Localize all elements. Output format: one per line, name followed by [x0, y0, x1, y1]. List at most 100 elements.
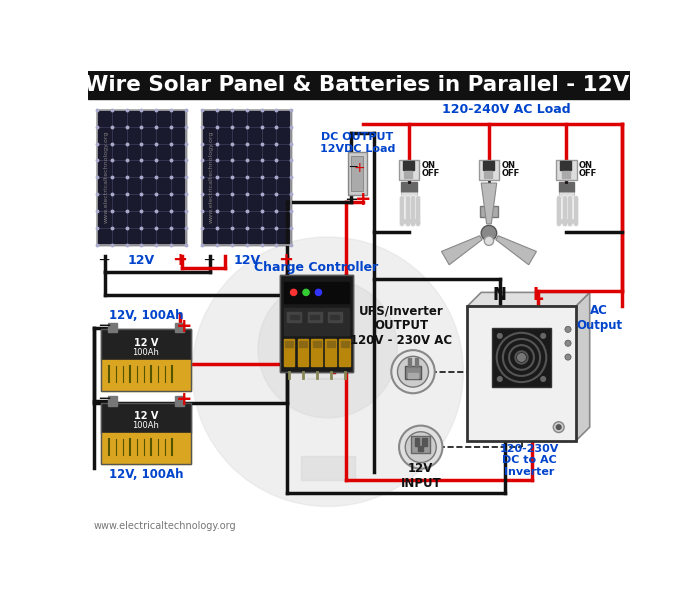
Circle shape — [405, 432, 436, 462]
Bar — [108, 323, 117, 333]
Text: www.electricaltechnology.org: www.electricaltechnology.org — [94, 521, 237, 531]
Circle shape — [553, 422, 564, 433]
Bar — [175, 396, 184, 406]
Bar — [88, 71, 630, 99]
Text: ─: ─ — [99, 317, 109, 335]
Bar — [401, 192, 417, 199]
Polygon shape — [496, 236, 536, 265]
Bar — [312, 339, 322, 365]
Circle shape — [391, 350, 435, 393]
Text: ─: ─ — [349, 161, 357, 174]
Bar — [202, 110, 291, 245]
Text: OFF: OFF — [579, 170, 597, 178]
Polygon shape — [575, 292, 589, 441]
Bar — [326, 339, 336, 365]
Bar — [407, 358, 411, 367]
Bar — [405, 171, 412, 178]
Text: ─: ─ — [99, 252, 108, 268]
Bar — [479, 160, 499, 180]
Circle shape — [399, 425, 442, 469]
Polygon shape — [481, 183, 497, 224]
Text: ON: ON — [421, 161, 435, 170]
Bar — [414, 438, 419, 446]
Bar — [328, 312, 342, 322]
Text: ─: ─ — [204, 252, 214, 268]
Bar — [299, 341, 307, 347]
Text: +: + — [355, 190, 372, 209]
Bar — [468, 306, 575, 441]
Text: +: + — [172, 251, 187, 269]
Polygon shape — [442, 236, 482, 265]
Text: Charge Controller: Charge Controller — [254, 261, 379, 274]
Text: ─: ─ — [346, 191, 356, 209]
Bar — [403, 161, 414, 170]
Circle shape — [481, 226, 497, 241]
Text: 12V
INPUT: 12V INPUT — [400, 462, 441, 490]
Bar — [97, 110, 186, 245]
Bar — [401, 181, 417, 192]
Bar — [102, 330, 190, 391]
Text: +: + — [176, 390, 193, 409]
Bar — [313, 341, 321, 347]
Circle shape — [541, 334, 545, 338]
Bar — [412, 436, 430, 453]
Text: UPS/Inverter
OUTPUT
120V - 230V AC: UPS/Inverter OUTPUT 120V - 230V AC — [350, 304, 452, 347]
Bar — [480, 206, 498, 217]
Text: 120-240V AC Load: 120-240V AC Load — [442, 104, 570, 117]
Circle shape — [303, 289, 309, 296]
Text: DC OUTPUT
12VDC Load: DC OUTPUT 12VDC Load — [319, 132, 395, 154]
Bar — [399, 160, 419, 180]
Text: AC
Output: AC Output — [576, 304, 622, 332]
Bar — [288, 312, 302, 322]
Bar — [415, 358, 419, 367]
Bar — [102, 330, 190, 360]
Bar — [284, 308, 349, 335]
Bar — [280, 275, 354, 372]
Bar — [284, 281, 349, 303]
Circle shape — [556, 425, 561, 430]
Bar — [284, 339, 295, 365]
Bar — [298, 339, 309, 365]
Text: L: L — [533, 286, 543, 305]
Bar — [102, 402, 190, 433]
Text: 12V: 12V — [128, 253, 155, 267]
Circle shape — [565, 326, 571, 333]
Text: ON: ON — [501, 161, 515, 170]
Bar — [341, 341, 349, 347]
Text: +: + — [176, 317, 193, 336]
Bar — [102, 433, 190, 464]
Bar — [108, 396, 117, 406]
Text: 12 V: 12 V — [134, 411, 158, 421]
Bar — [492, 328, 551, 387]
Text: 12V, 100Ah: 12V, 100Ah — [108, 468, 183, 481]
Bar — [307, 312, 321, 322]
Circle shape — [192, 237, 463, 506]
Circle shape — [315, 289, 321, 296]
Circle shape — [517, 353, 526, 361]
Bar — [102, 402, 190, 464]
Bar — [405, 365, 421, 380]
Circle shape — [290, 289, 297, 296]
Bar — [202, 110, 291, 245]
Text: How to Wire Solar Panel & Batteries in Parallel - 12V System: How to Wire Solar Panel & Batteries in P… — [0, 75, 700, 95]
Text: OFF: OFF — [421, 170, 440, 178]
Text: 100Ah: 100Ah — [132, 421, 160, 430]
Bar — [300, 456, 355, 480]
Bar — [340, 339, 350, 365]
Bar — [559, 192, 574, 199]
Bar — [310, 315, 319, 320]
Text: www.electricaltechnology.org: www.electricaltechnology.org — [209, 131, 214, 224]
Bar — [175, 323, 184, 333]
Text: www.electricaltechnology.org: www.electricaltechnology.org — [104, 131, 108, 224]
Bar — [556, 160, 577, 180]
Text: ─: ─ — [99, 390, 109, 408]
Text: +: + — [354, 161, 365, 175]
Text: 120-230V
DC to AC
Inverter: 120-230V DC to AC Inverter — [500, 444, 559, 477]
Bar — [285, 341, 293, 347]
Bar — [407, 373, 419, 378]
Bar — [102, 360, 190, 391]
Circle shape — [398, 356, 428, 387]
Bar — [562, 171, 570, 178]
Text: +: + — [278, 251, 293, 269]
Text: N: N — [493, 286, 507, 305]
